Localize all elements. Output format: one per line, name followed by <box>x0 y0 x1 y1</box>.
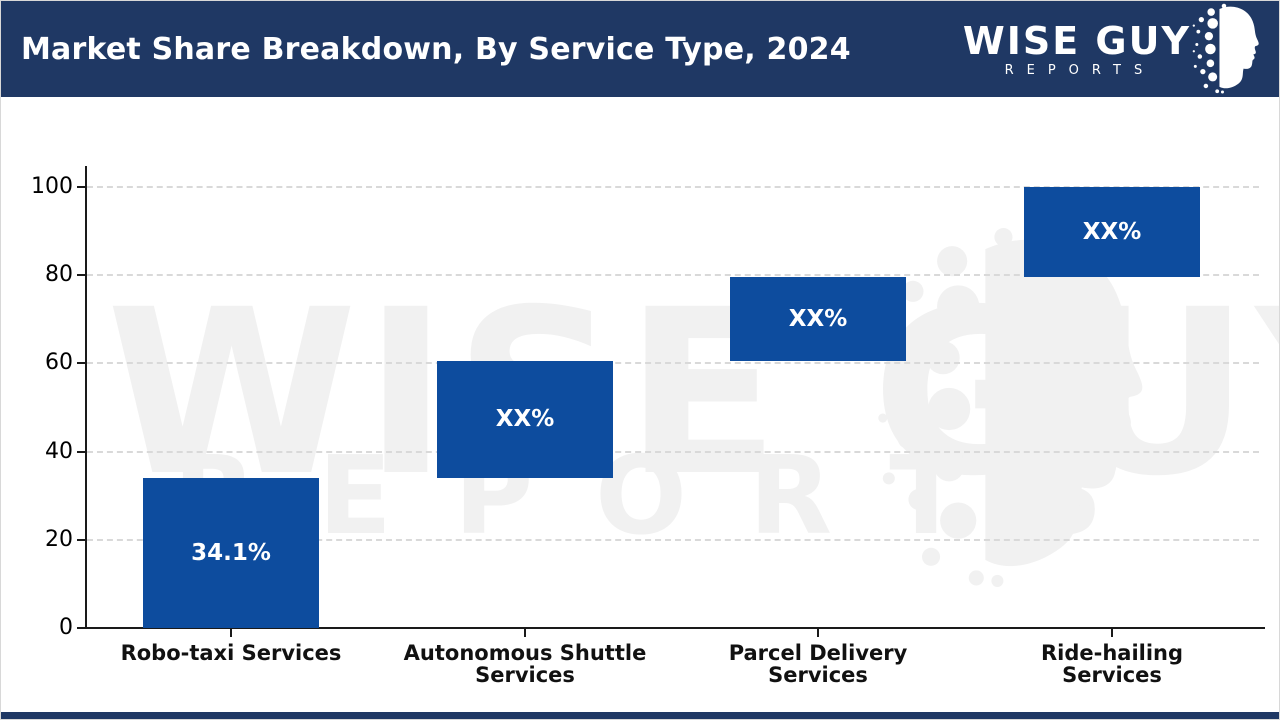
x-category-label: Parcel Delivery Services <box>728 641 908 687</box>
page-title: Market Share Breakdown, By Service Type,… <box>21 31 851 67</box>
y-tick-mark <box>77 627 85 629</box>
y-tick-mark <box>77 362 85 365</box>
bar-value-label: XX% <box>495 406 555 433</box>
y-tick-label: 40 <box>45 438 73 464</box>
bar-value-label: XX% <box>1082 219 1142 246</box>
gridline <box>87 538 1259 541</box>
x-category-label: Robo-taxi Services <box>120 641 342 665</box>
header: Market Share Breakdown, By Service Type,… <box>1 1 1279 97</box>
logo-subtitle: REPORTS <box>1004 62 1156 78</box>
y-tick-mark <box>77 274 85 277</box>
waterfall-bar <box>730 277 906 362</box>
x-axis-line <box>85 627 1265 629</box>
gridline <box>87 362 1259 365</box>
y-tick-label: 20 <box>45 526 73 552</box>
x-tick-mark <box>230 629 232 637</box>
y-tick-mark <box>77 186 85 188</box>
x-tick-mark <box>1111 629 1113 637</box>
waterfall-bar <box>437 361 613 478</box>
y-tick-mark <box>77 538 85 541</box>
x-tick-mark <box>817 629 819 637</box>
x-category-label: Autonomous Shuttle Services <box>403 641 647 687</box>
logo-wordmark: WISE GUY <box>962 18 1191 63</box>
gridline <box>87 274 1259 277</box>
y-axis-line <box>85 166 87 629</box>
y-tick-label: 80 <box>45 262 73 288</box>
x-category-label: Ride-hailing Services <box>1040 641 1184 687</box>
bar-value-label: XX% <box>788 306 848 333</box>
y-tick-mark <box>77 450 85 453</box>
y-tick-label: 0 <box>59 615 73 640</box>
waterfall-bar <box>143 477 319 628</box>
gridline <box>87 186 1259 188</box>
footer-bar <box>1 712 1279 719</box>
bar-value-label: 34.1% <box>191 539 271 566</box>
y-tick-label: 100 <box>31 174 73 199</box>
x-tick-mark <box>524 629 526 637</box>
y-tick-label: 60 <box>45 350 73 376</box>
gridline <box>87 450 1259 453</box>
wise-guy-logo: WISE GUY REPORTS <box>963 1 1267 97</box>
